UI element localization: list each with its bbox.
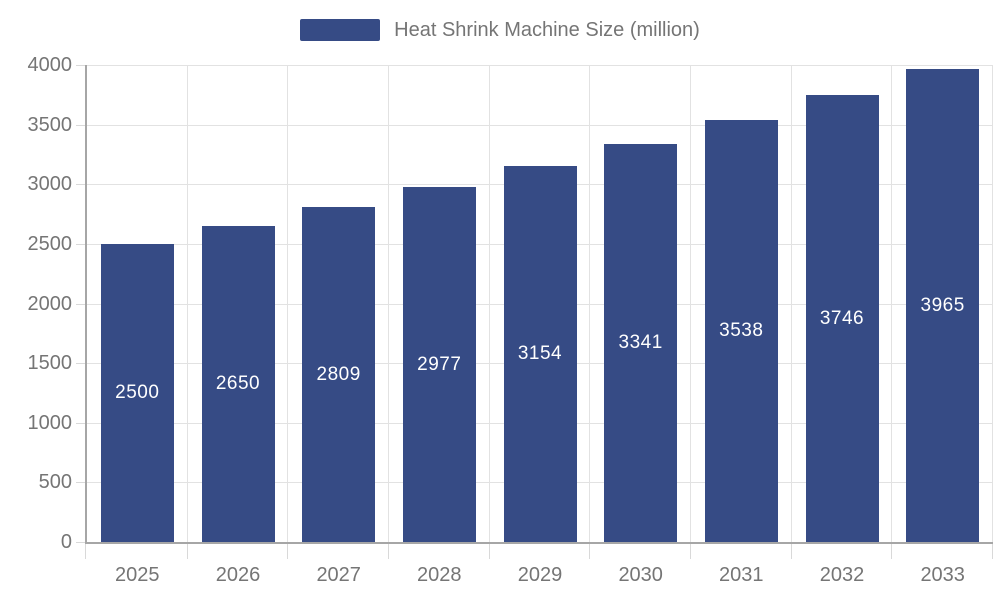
gridline-vertical xyxy=(690,65,691,542)
gridline-vertical xyxy=(891,65,893,542)
bar-value-label: 3341 xyxy=(618,331,663,353)
y-tick-mark xyxy=(76,422,85,424)
x-tick-label: 2025 xyxy=(115,564,160,586)
y-tick-label: 4000 xyxy=(27,54,73,76)
bar-value-label: 3154 xyxy=(517,342,563,364)
y-tick-label: 500 xyxy=(38,471,72,494)
bar-2025[interactable]: 2500 xyxy=(100,243,174,542)
x-tick-mark xyxy=(388,544,389,559)
x-tick-label: 2028 xyxy=(417,564,462,586)
bar-value-label: 2809 xyxy=(316,363,361,385)
x-tick-mark xyxy=(790,544,792,559)
bar-2031[interactable]: 3538 xyxy=(704,120,778,542)
x-tick-label: 2031 xyxy=(719,564,764,586)
bar-value-label: 3538 xyxy=(719,320,764,342)
x-tick-mark xyxy=(488,544,490,559)
x-tick-mark xyxy=(186,544,188,559)
y-tick-mark xyxy=(76,363,85,365)
bar-value-label: 3965 xyxy=(920,294,965,316)
y-tick-label: 1000 xyxy=(27,411,73,434)
x-tick-label: 2030 xyxy=(618,564,663,586)
x-tick-mark xyxy=(891,544,893,559)
y-tick-mark xyxy=(76,243,85,245)
bar-value-label: 2650 xyxy=(215,373,261,394)
bar-2027[interactable]: 2809 xyxy=(302,207,376,542)
legend-swatch xyxy=(300,19,381,41)
gridline-vertical xyxy=(992,65,993,542)
y-axis-line xyxy=(85,65,87,544)
gridline-vertical xyxy=(589,65,591,542)
x-tick-mark xyxy=(992,544,993,559)
y-tick-mark xyxy=(76,124,85,126)
x-tick-label: 2029 xyxy=(517,564,563,586)
y-tick-label: 0 xyxy=(60,531,72,553)
x-tick-label: 2026 xyxy=(215,564,261,586)
bar-value-label: 3746 xyxy=(819,307,865,329)
x-tick-mark xyxy=(85,544,86,559)
bar-2032[interactable]: 3746 xyxy=(805,95,879,542)
x-tick-label: 2027 xyxy=(316,564,361,586)
x-tick-mark xyxy=(287,544,289,559)
y-tick-label: 2500 xyxy=(27,232,73,255)
y-tick-mark xyxy=(76,303,85,305)
legend-label: Heat Shrink Machine Size (million) xyxy=(394,19,700,41)
y-tick-label: 3000 xyxy=(27,173,73,196)
gridline-horizontal xyxy=(87,65,993,66)
gridline-horizontal xyxy=(87,124,993,126)
x-axis-line xyxy=(85,542,993,544)
bar-value-label: 2500 xyxy=(115,381,160,403)
x-tick-label: 2032 xyxy=(819,564,865,586)
gridline-vertical xyxy=(186,65,188,542)
x-tick-mark xyxy=(690,544,691,559)
y-tick-label: 1500 xyxy=(27,352,73,375)
x-tick-label: 2033 xyxy=(920,564,965,586)
bar-2030[interactable]: 3341 xyxy=(604,143,678,542)
gridline-vertical xyxy=(388,65,389,542)
bar-value-label: 2977 xyxy=(417,353,462,375)
y-tick-label: 2000 xyxy=(27,292,73,315)
gridline-vertical xyxy=(488,65,490,542)
legend[interactable]: Heat Shrink Machine Size (million) xyxy=(0,18,1000,42)
bar-2026[interactable]: 2650 xyxy=(201,226,275,542)
y-tick-mark xyxy=(76,65,85,66)
y-tick-mark xyxy=(76,482,85,484)
bar-2033[interactable]: 3965 xyxy=(906,69,980,542)
y-tick-label: 3500 xyxy=(27,113,73,136)
bar-2028[interactable]: 2977 xyxy=(402,187,476,542)
plot-area: 2500 2650 2809 2977 3154 3341 3538 3746 3965 xyxy=(87,65,993,542)
gridline-vertical xyxy=(790,65,792,542)
y-tick-mark xyxy=(76,184,85,186)
x-tick-mark xyxy=(589,544,591,559)
gridline-vertical xyxy=(287,65,289,542)
bar-2029[interactable]: 3154 xyxy=(503,165,577,542)
y-tick-mark xyxy=(76,542,85,543)
